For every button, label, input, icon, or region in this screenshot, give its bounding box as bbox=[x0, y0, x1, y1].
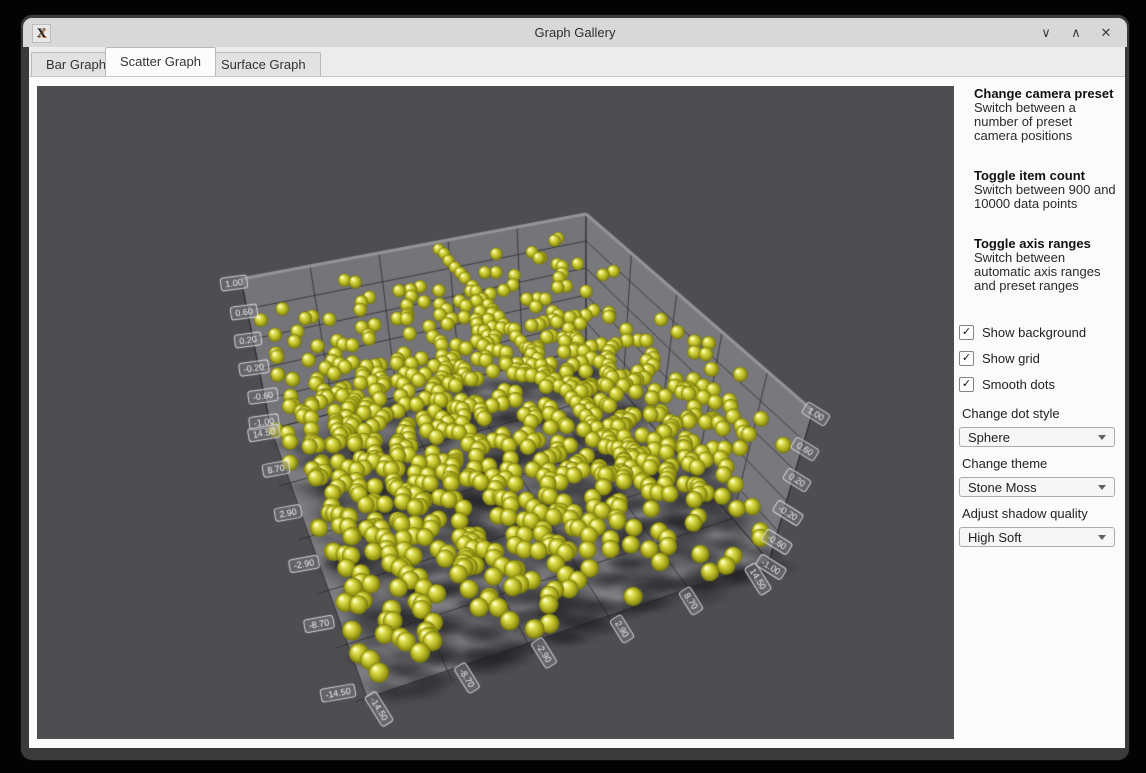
command-title: Toggle axis ranges bbox=[974, 236, 1091, 251]
window-title: Graph Gallery bbox=[534, 25, 616, 40]
theme-group: Change theme Stone Moss bbox=[959, 456, 1131, 497]
tab-scatter-graph[interactable]: Scatter Graph bbox=[105, 47, 216, 76]
selected-value: Stone Moss bbox=[968, 479, 1037, 495]
checkbox-label: Show grid bbox=[982, 350, 1040, 366]
smooth-dots-checkbox[interactable]: ✓ Smooth dots bbox=[959, 371, 1131, 397]
tab-surface-graph[interactable]: Surface Graph bbox=[206, 52, 321, 76]
minimize-button[interactable]: ∨ bbox=[1041, 24, 1051, 40]
chevron-down-icon bbox=[1098, 434, 1106, 440]
shadow-quality-select[interactable]: High Soft bbox=[959, 527, 1115, 547]
dot-style-select[interactable]: Sphere bbox=[959, 427, 1115, 447]
command-title: Change camera preset bbox=[974, 86, 1114, 101]
dot-style-label: Change dot style bbox=[962, 406, 1060, 421]
tab-bar: Bar Graph Scatter Graph Surface Graph bbox=[29, 47, 1125, 77]
close-button[interactable]: ✕ bbox=[1100, 24, 1112, 40]
checkbox-label: Show background bbox=[982, 324, 1087, 340]
command-description: Switch between 900 and 10000 data points bbox=[974, 182, 1116, 211]
checkbox-label: Smooth dots bbox=[982, 376, 1055, 392]
app-icon: X bbox=[32, 24, 51, 43]
checkbox-group: ✓ Show background ✓ Show grid ✓ Smooth d… bbox=[959, 319, 1131, 397]
show-grid-checkbox[interactable]: ✓ Show grid bbox=[959, 345, 1131, 371]
checkbox-checked-icon: ✓ bbox=[959, 324, 974, 340]
toggle-axis-ranges-button[interactable]: Toggle axis ranges Switch between automa… bbox=[959, 237, 1131, 293]
dot-style-group: Change dot style Sphere bbox=[959, 406, 1131, 447]
window-controls: ∨ ∧ ✕ bbox=[1037, 18, 1115, 47]
command-description: Switch between a number of preset camera… bbox=[974, 100, 1076, 143]
theme-select[interactable]: Stone Moss bbox=[959, 477, 1115, 497]
maximize-button[interactable]: ∧ bbox=[1071, 24, 1081, 40]
command-description: Switch between automatic axis ranges and… bbox=[974, 250, 1101, 293]
selected-value: High Soft bbox=[968, 529, 1022, 545]
chevron-down-icon bbox=[1098, 534, 1106, 540]
client-area: Bar Graph Scatter Graph Surface Graph Ch… bbox=[29, 47, 1125, 748]
command-title: Toggle item count bbox=[974, 168, 1085, 183]
selected-value: Sphere bbox=[968, 429, 1010, 445]
title-bar[interactable]: X Graph Gallery ∨ ∧ ✕ bbox=[23, 18, 1127, 47]
show-background-checkbox[interactable]: ✓ Show background bbox=[959, 319, 1131, 345]
toggle-item-count-button[interactable]: Toggle item count Switch between 900 and… bbox=[959, 169, 1131, 211]
shadow-quality-group: Adjust shadow quality High Soft bbox=[959, 506, 1131, 547]
scatter-graph-canvas[interactable] bbox=[37, 86, 954, 739]
chevron-down-icon bbox=[1098, 484, 1106, 490]
shadow-quality-label: Adjust shadow quality bbox=[962, 506, 1088, 521]
theme-label: Change theme bbox=[962, 456, 1048, 471]
checkbox-checked-icon: ✓ bbox=[959, 350, 974, 366]
checkbox-checked-icon: ✓ bbox=[959, 376, 974, 392]
settings-panel: Change camera preset Switch between a nu… bbox=[959, 87, 1131, 547]
app-window: X Graph Gallery ∨ ∧ ✕ Bar Graph Scatter … bbox=[20, 14, 1130, 761]
change-camera-preset-button[interactable]: Change camera preset Switch between a nu… bbox=[959, 87, 1131, 143]
